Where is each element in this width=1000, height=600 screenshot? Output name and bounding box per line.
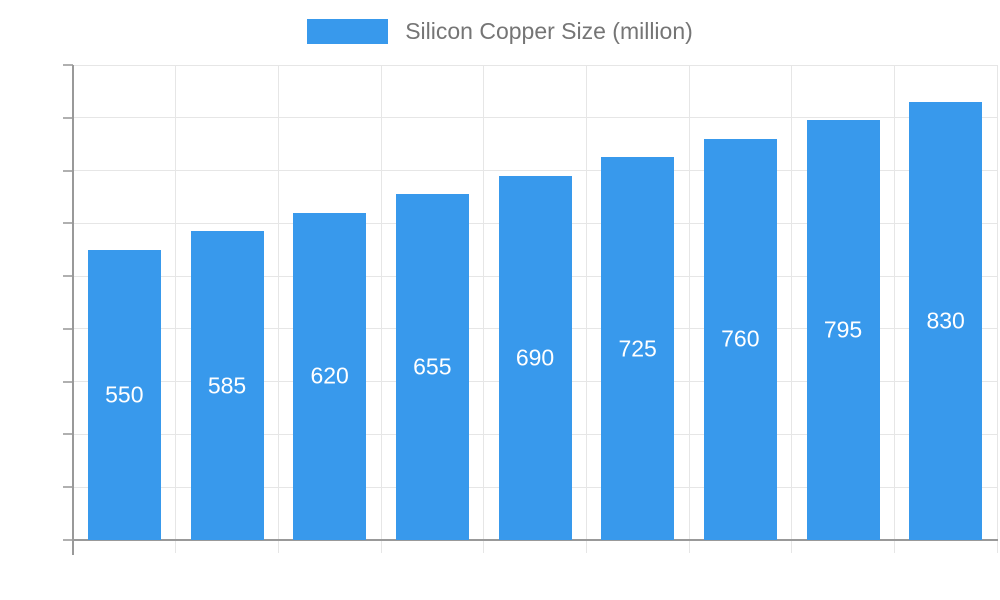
bar[interactable]: 795 [806, 120, 880, 540]
bar-value-label: 725 [618, 335, 657, 362]
x-axis-line [72, 539, 998, 541]
y-tick [63, 380, 73, 383]
legend-label: Silicon Copper Size (million) [405, 18, 693, 44]
bar[interactable]: 550 [87, 249, 161, 540]
bar[interactable]: 760 [703, 138, 777, 540]
y-gridline [73, 64, 997, 66]
x-gridline [688, 65, 690, 553]
bar[interactable]: 620 [293, 212, 367, 540]
bar-value-label: 795 [823, 316, 863, 343]
x-gridline [277, 65, 279, 553]
y-axis-line [72, 65, 74, 555]
bar-value-label: 620 [310, 362, 349, 389]
y-gridline [73, 170, 997, 172]
x-gridline [483, 65, 485, 553]
y-tick [63, 64, 73, 66]
bar-value-label: 585 [207, 372, 247, 399]
x-gridline [175, 65, 177, 553]
y-tick [63, 486, 73, 489]
y-gridline [73, 117, 997, 119]
x-gridline [791, 65, 793, 553]
legend[interactable]: Silicon Copper Size (million) [0, 17, 1000, 45]
y-tick [63, 169, 73, 172]
bar[interactable]: 725 [601, 157, 675, 540]
x-gridline [996, 65, 998, 553]
bar[interactable]: 655 [395, 194, 469, 540]
bar[interactable]: 690 [498, 175, 572, 540]
bar-value-label: 760 [721, 325, 760, 352]
y-tick [63, 327, 73, 330]
bar[interactable]: 830 [909, 101, 983, 540]
legend-swatch [307, 18, 389, 44]
bar[interactable]: 585 [190, 231, 264, 540]
x-gridline [893, 65, 895, 553]
y-tick [63, 433, 73, 436]
bar-value-label: 830 [926, 307, 965, 334]
x-gridline [380, 65, 382, 553]
y-tick [63, 116, 73, 119]
bar-value-label: 655 [413, 353, 452, 380]
x-gridline [585, 65, 587, 553]
bar-value-label: 690 [515, 344, 555, 371]
y-tick [63, 275, 73, 278]
y-tick [63, 539, 73, 541]
y-tick [63, 222, 73, 225]
bar-value-label: 550 [105, 381, 144, 408]
